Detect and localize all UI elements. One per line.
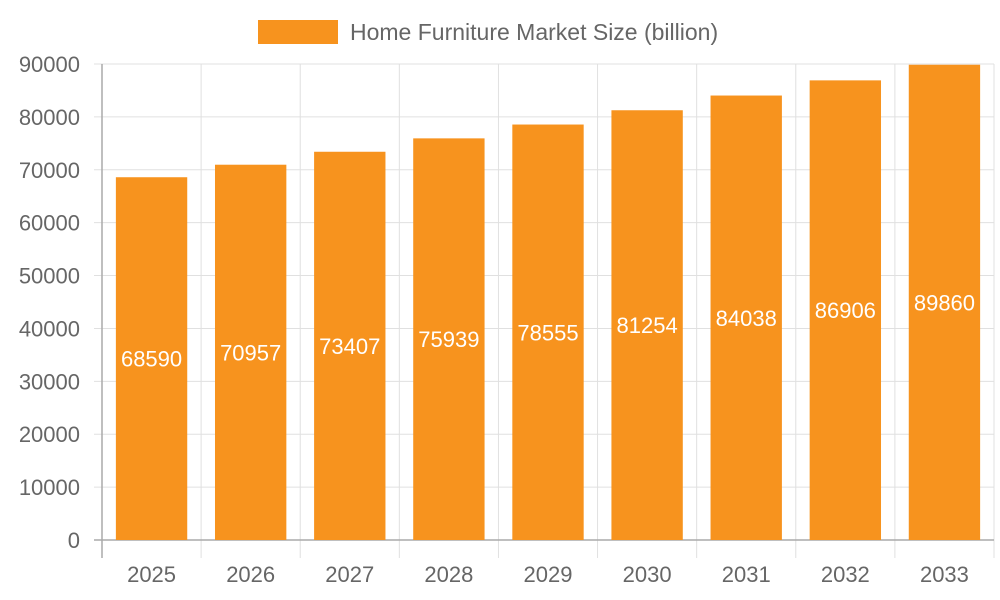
bar-value-label: 73407 — [319, 334, 380, 359]
x-tick-label: 2032 — [821, 562, 870, 587]
x-tick-label: 2033 — [920, 562, 969, 587]
bar[interactable] — [214, 164, 287, 540]
bar-value-label: 84038 — [716, 306, 777, 331]
bar[interactable] — [908, 64, 981, 540]
legend-swatch[interactable] — [258, 20, 338, 44]
y-tick-label: 10000 — [19, 475, 80, 500]
y-tick-label: 0 — [68, 528, 80, 553]
bar[interactable] — [512, 124, 584, 540]
x-tick-label: 2026 — [226, 562, 275, 587]
y-tick-label: 40000 — [19, 316, 80, 341]
bar-value-label: 86906 — [815, 298, 876, 323]
bar[interactable] — [710, 95, 782, 541]
bar-value-label: 70957 — [220, 340, 281, 365]
bar-value-label: 89860 — [914, 290, 975, 315]
bar[interactable] — [314, 151, 386, 540]
bar[interactable] — [611, 110, 683, 540]
x-tick-label: 2025 — [127, 562, 176, 587]
y-tick-label: 90000 — [19, 52, 80, 77]
bar-value-label: 75939 — [418, 327, 479, 352]
x-tick-label: 2028 — [424, 562, 473, 587]
x-tick-label: 2031 — [722, 562, 771, 587]
y-tick-label: 50000 — [19, 264, 80, 289]
bar-value-label: 68590 — [121, 347, 182, 372]
bar-value-label: 78555 — [517, 320, 578, 345]
x-tick-label: 2027 — [325, 562, 374, 587]
y-tick-label: 80000 — [19, 105, 80, 130]
bar[interactable] — [413, 138, 485, 540]
bar-value-label: 81254 — [617, 313, 678, 338]
y-tick-label: 30000 — [19, 369, 80, 394]
bar[interactable] — [809, 80, 882, 540]
y-tick-label: 60000 — [19, 211, 80, 236]
legend-label[interactable]: Home Furniture Market Size (billion) — [350, 19, 719, 45]
y-tick-label: 70000 — [19, 158, 80, 183]
x-tick-label: 2030 — [623, 562, 672, 587]
x-tick-label: 2029 — [524, 562, 573, 587]
y-tick-label: 20000 — [19, 422, 80, 447]
bar[interactable] — [115, 177, 188, 540]
